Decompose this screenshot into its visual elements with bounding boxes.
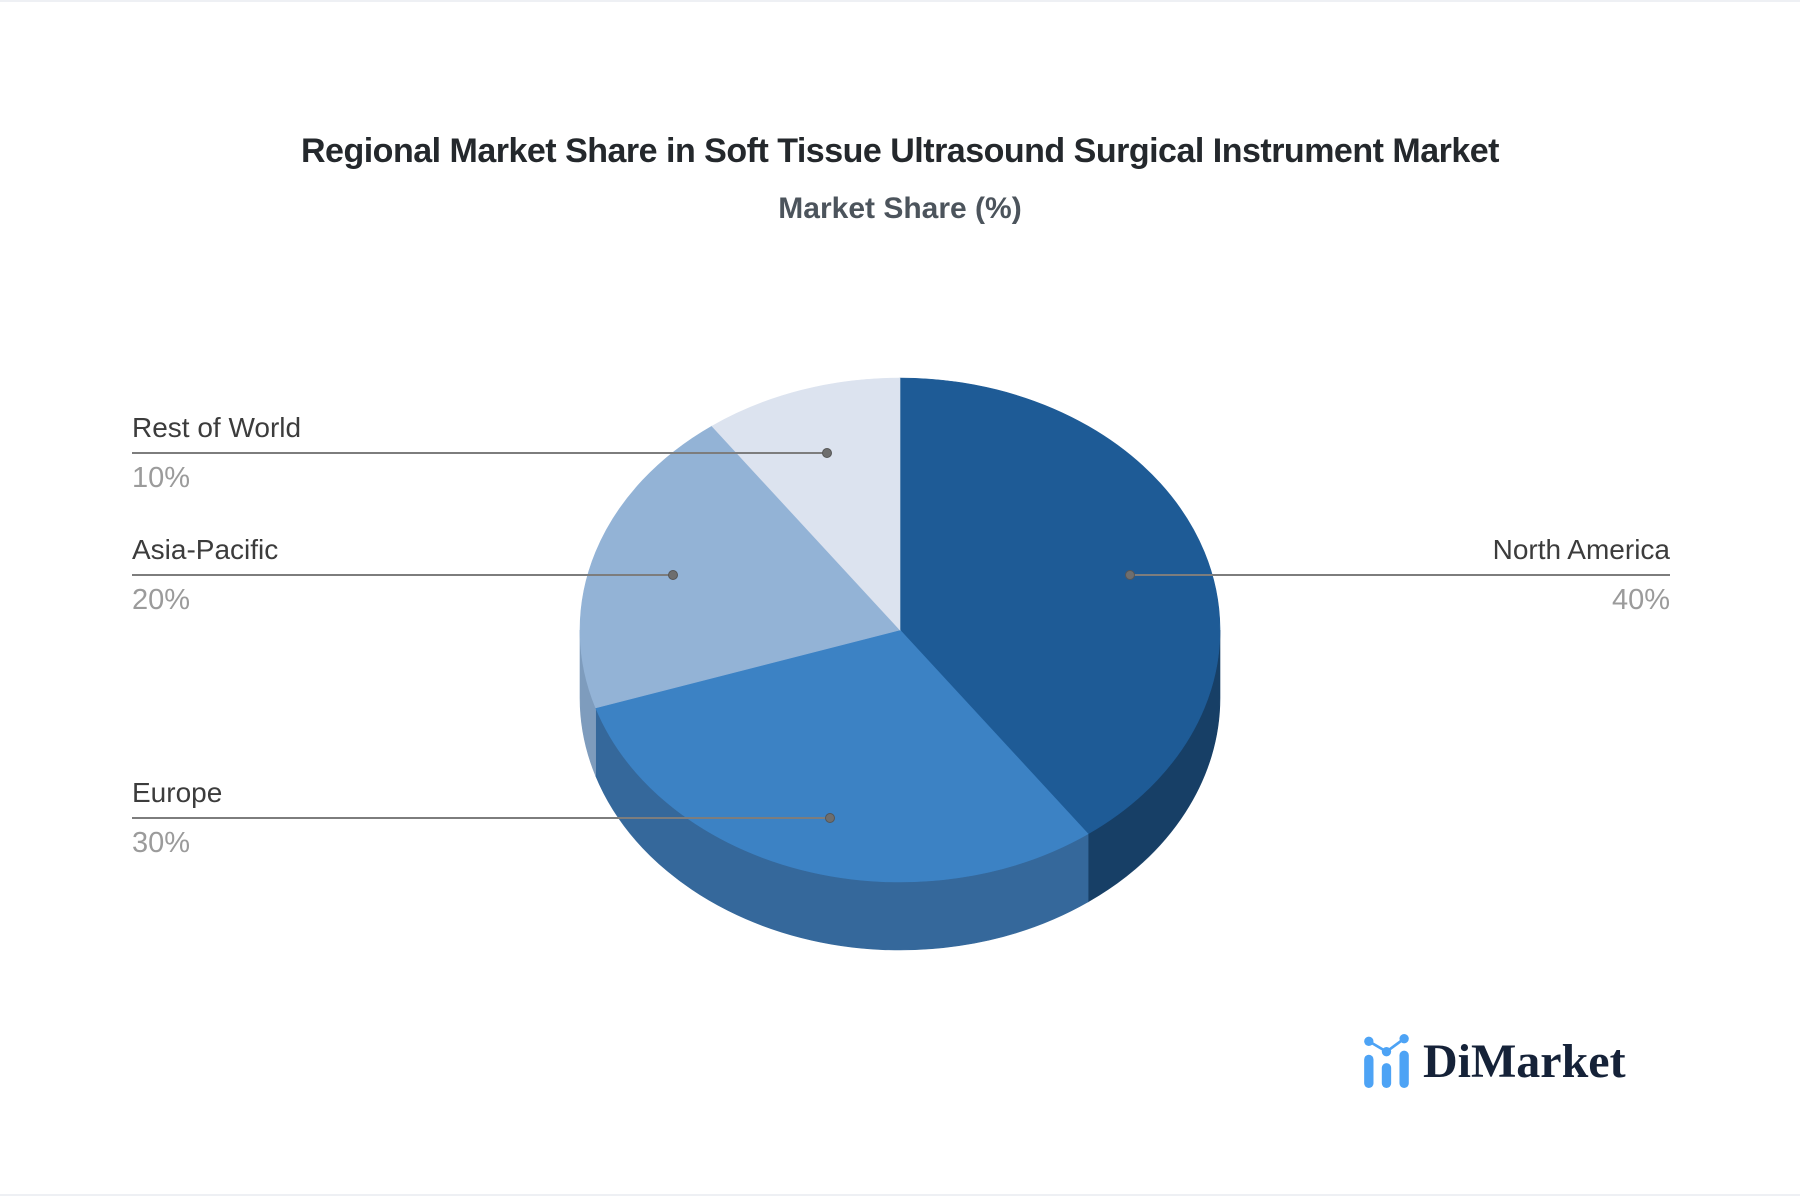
- pie-slice-north-america: [899, 377, 1221, 835]
- callout-rest-of-world: Rest of World 10%: [132, 412, 832, 494]
- top-edge-divider: [0, 0, 1800, 2]
- callout-north-america: North America 40%: [1125, 534, 1670, 616]
- bottom-edge-divider: [0, 1194, 1800, 1196]
- chart-subtitle: Market Share (%): [778, 192, 1022, 225]
- slice-percent-north-america: 40%: [1611, 584, 1670, 616]
- slice-label-europe: Europe: [132, 777, 223, 808]
- callout-europe: Europe 30%: [132, 777, 835, 859]
- callout-asia-pacific: Asia-Pacific 20%: [132, 534, 678, 616]
- chart-header: Regional Market Share in Soft Tissue Ult…: [0, 134, 1800, 224]
- pie-slice-asia-pacific: [579, 425, 901, 709]
- slice-label-rest-of-world: Rest of World: [132, 412, 302, 443]
- bar-chart-logo-icon: [1364, 1034, 1409, 1088]
- leader-line-asia-pacific: [132, 570, 678, 580]
- leader-line-north-america: [1125, 570, 1670, 580]
- leader-line-europe: [132, 813, 835, 823]
- slice-percent-europe: 30%: [132, 827, 191, 859]
- slice-label-asia-pacific: Asia-Pacific: [132, 534, 279, 565]
- logo-text: DiMarket: [1423, 1035, 1626, 1088]
- leader-dot-icon: [822, 448, 832, 458]
- slice-percent-asia-pacific: 20%: [132, 584, 191, 616]
- leader-dot-icon: [1125, 570, 1135, 580]
- pie-slice-rest-of-world: [711, 377, 901, 631]
- leader-line-rest-of-world: [132, 448, 832, 458]
- chart-title: Regional Market Share in Soft Tissue Ult…: [301, 132, 1499, 170]
- dimarket-logo: DiMarket: [1364, 1034, 1626, 1088]
- slice-percent-rest-of-world: 10%: [132, 462, 191, 494]
- leader-dot-icon: [825, 813, 835, 823]
- leader-dot-icon: [668, 570, 678, 580]
- slice-label-north-america: North America: [1492, 534, 1670, 565]
